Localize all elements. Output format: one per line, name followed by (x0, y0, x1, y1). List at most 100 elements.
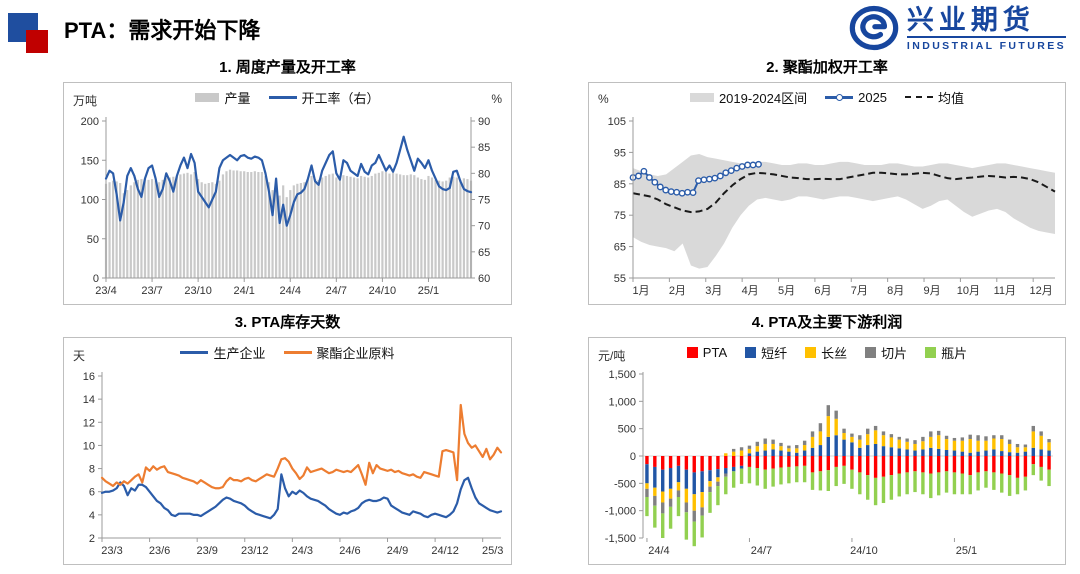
svg-text:24/12: 24/12 (431, 545, 459, 557)
chart2-card: 2. 聚酯加权开工率 % 2019-2024区间 2025 均值 55 65 75 85 9… (588, 56, 1066, 305)
svg-text:25/1: 25/1 (956, 545, 977, 557)
legend-swatch-icon (745, 346, 757, 358)
svg-text:80: 80 (478, 168, 490, 180)
chart4-title: 4. PTA及主要下游利润 (751, 314, 903, 331)
svg-text:16: 16 (83, 371, 95, 383)
svg-text:4月: 4月 (742, 285, 759, 297)
svg-text:100: 100 (81, 195, 99, 207)
chart3-header-row: 天 生产企业 聚酯企业原料 (64, 338, 511, 366)
svg-text:24/7: 24/7 (326, 285, 347, 297)
legend-swatch-icon (825, 93, 854, 101)
svg-text:23/4: 23/4 (95, 285, 116, 297)
legend-label: 2025 (858, 89, 888, 105)
svg-text:-500: -500 (614, 478, 636, 490)
legend-swatch-icon (268, 95, 297, 99)
chart3-card: 3. PTA库存天数 天 生产企业 聚酯企业原料 2 4 6 8 10 12 14 16 23/3… (63, 311, 512, 565)
svg-text:24/3: 24/3 (292, 545, 313, 557)
chart2-header-row: % 2019-2024区间 2025 均值 (589, 83, 1065, 111)
svg-text:1,000: 1,000 (608, 396, 636, 408)
svg-text:10: 10 (83, 440, 95, 452)
svg-text:10月: 10月 (957, 285, 980, 297)
svg-text:3月: 3月 (705, 285, 722, 297)
legend-label: PTA (702, 344, 728, 360)
brand-swirl-icon (848, 2, 900, 54)
legend-label: 均值 (938, 90, 965, 106)
svg-text:90: 90 (478, 116, 490, 128)
legend-item: 2025 (825, 90, 887, 105)
svg-text:24/4: 24/4 (648, 545, 669, 557)
svg-text:85: 85 (614, 179, 626, 191)
chart3-title: 3. PTA库存天数 (234, 314, 341, 331)
chart4-box: 元/吨 PTA 短纤 长丝 切片 瓶片 -1,500 -1,000 -500 0 500 1,00… (588, 337, 1066, 565)
svg-text:25/3: 25/3 (482, 545, 503, 557)
svg-text:65: 65 (478, 247, 490, 259)
svg-text:6: 6 (89, 487, 95, 499)
red-square-icon (26, 30, 48, 53)
svg-text:11月: 11月 (994, 285, 1016, 297)
svg-text:7月: 7月 (851, 285, 868, 297)
legend-swatch-icon (805, 346, 817, 358)
chart1-box: 万吨 产量 开工率（右） % 0 50 100 150 200 60 65 70 75 80 85 90… (63, 82, 512, 305)
svg-text:23/3: 23/3 (101, 545, 122, 557)
svg-text:12: 12 (83, 417, 95, 429)
svg-text:85: 85 (478, 142, 490, 154)
legend-item: 切片 (865, 343, 907, 362)
legend-label: 生产企业 (213, 345, 266, 361)
svg-text:0: 0 (630, 451, 636, 463)
svg-text:5月: 5月 (778, 285, 795, 297)
legend-item: 产量 (195, 88, 251, 107)
svg-text:24/10: 24/10 (850, 545, 878, 557)
legend-label: 切片 (881, 345, 908, 361)
legend-item: 生产企业 (180, 343, 266, 362)
svg-text:60: 60 (478, 273, 490, 285)
svg-text:6月: 6月 (814, 285, 831, 297)
svg-text:75: 75 (614, 210, 626, 222)
svg-text:2: 2 (89, 533, 95, 545)
legend-swatch-icon (195, 92, 220, 102)
legend-item: 2019-2024区间 (689, 88, 808, 107)
chart1-right-axis-unit: % (491, 92, 502, 106)
chart4-card: 4. PTA及主要下游利润 元/吨 PTA 短纤 长丝 切片 瓶片 -1,500 -1,0… (588, 311, 1066, 565)
legend-label: 聚酯企业原料 (316, 345, 395, 361)
legend-item: 开工率（右） (268, 88, 380, 107)
svg-text:75: 75 (478, 195, 490, 207)
svg-text:8: 8 (89, 464, 95, 476)
svg-text:23/12: 23/12 (241, 545, 269, 557)
svg-text:23/10: 23/10 (184, 285, 212, 297)
legend-swatch-icon (686, 346, 698, 358)
svg-text:1月: 1月 (632, 285, 649, 297)
legend-label: 长丝 (821, 345, 848, 361)
svg-text:55: 55 (614, 273, 626, 285)
legend-item: 长丝 (805, 343, 847, 362)
brand-name-cn: 兴业期货 (906, 4, 1035, 35)
legend-item: 瓶片 (925, 343, 967, 362)
chart1-card: 1. 周度产量及开工率 万吨 产量 开工率（右） % 0 50 100 150 200 60… (63, 56, 512, 305)
svg-text:8月: 8月 (887, 285, 904, 297)
svg-text:2月: 2月 (669, 285, 686, 297)
chart4-header-row: 元/吨 PTA 短纤 长丝 切片 瓶片 (589, 338, 1065, 366)
chart3-legend: 生产企业 聚酯企业原料 (64, 338, 511, 366)
svg-text:150: 150 (81, 155, 99, 167)
chart2-left-axis-unit: % (598, 92, 609, 106)
legend-swatch-icon (283, 350, 312, 354)
legend-swatch-icon (905, 96, 934, 98)
svg-text:200: 200 (81, 116, 99, 128)
svg-text:23/6: 23/6 (149, 545, 170, 557)
chart4-legend: PTA 短纤 长丝 切片 瓶片 (589, 338, 1065, 366)
legend-item: 均值 (905, 88, 964, 107)
legend-swatch-icon (689, 92, 714, 102)
svg-text:24/9: 24/9 (387, 545, 408, 557)
brand-text: 兴业期货 INDUSTRIAL FUTURES (906, 4, 1066, 52)
legend-item: 短纤 (745, 343, 787, 362)
chart1-header-row: 万吨 产量 开工率（右） % (64, 83, 511, 111)
chart1-left-axis-unit: 万吨 (73, 94, 98, 108)
svg-text:24/6: 24/6 (339, 545, 360, 557)
svg-text:23/7: 23/7 (141, 285, 162, 297)
svg-text:-1,500: -1,500 (605, 533, 636, 545)
svg-text:24/10: 24/10 (369, 285, 397, 297)
svg-text:24/1: 24/1 (233, 285, 254, 297)
legend-label: 2019-2024区间 (718, 90, 808, 106)
svg-text:70: 70 (478, 221, 490, 233)
svg-text:14: 14 (83, 394, 95, 406)
svg-text:95: 95 (614, 147, 626, 159)
